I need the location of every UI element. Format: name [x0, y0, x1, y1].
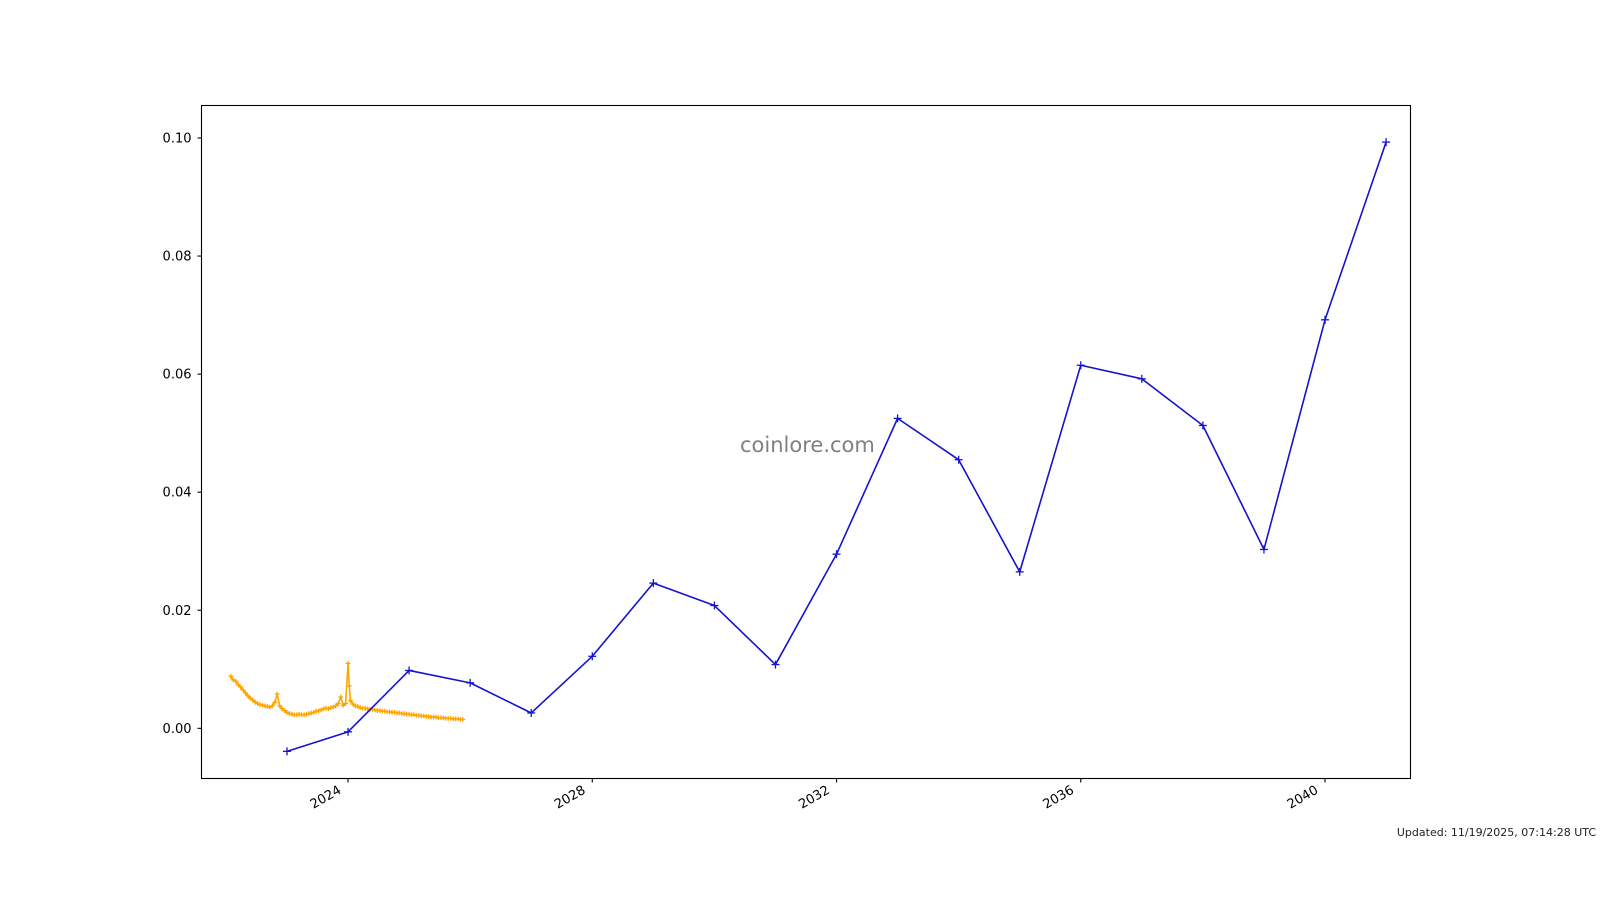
y-tick-label: 0.04 [163, 486, 192, 501]
data-point-marker [252, 699, 258, 705]
y-tick-label: 0.08 [163, 250, 192, 265]
data-point-marker [343, 701, 349, 706]
data-point-marker [326, 706, 331, 712]
data-point-marker [333, 703, 339, 709]
y-axis-ticks: 0.00 0.02 0.04 0.06 0.08 0.10 [163, 131, 202, 737]
data-point-marker [250, 697, 256, 703]
data-point-marker [230, 677, 236, 683]
data-point-marker [1137, 374, 1146, 383]
data-point-marker [318, 707, 324, 713]
data-point-marker [466, 678, 475, 687]
data-point-marker [405, 666, 414, 675]
data-point-marker [346, 683, 352, 689]
data-point-marker [245, 693, 251, 699]
data-point-marker [282, 708, 287, 714]
y-tick-label: 0.10 [163, 131, 192, 146]
watermark-label: coinlore.com [740, 433, 875, 457]
data-point-marker [350, 701, 356, 707]
data-point-marker [954, 455, 963, 464]
data-point-marker [893, 414, 902, 423]
data-point-marker [355, 704, 361, 709]
data-point-marker [588, 652, 597, 661]
data-point-marker [228, 673, 234, 679]
data-point-marker [269, 703, 275, 709]
data-point-marker [311, 709, 317, 715]
data-point-marker [1259, 545, 1268, 554]
data-point-marker [348, 698, 353, 703]
data-point-marker [1198, 421, 1207, 430]
data-point-marker [1015, 567, 1024, 576]
data-point-marker [832, 550, 841, 559]
data-point-marker [272, 699, 278, 705]
data-point-marker [238, 684, 243, 690]
data-point-marker [235, 682, 241, 688]
data-point-marker [345, 660, 351, 666]
data-point-marker [267, 704, 273, 710]
data-point-marker [335, 701, 341, 706]
data-point-marker [338, 694, 344, 700]
data-point-marker [771, 660, 780, 669]
data-point-marker [330, 704, 336, 710]
data-point-marker [247, 695, 253, 701]
data-point-marker [460, 717, 466, 722]
data-point-marker [284, 709, 290, 715]
data-point-marker [340, 702, 346, 708]
y-tick-label: 0.06 [163, 368, 192, 383]
series-layer [228, 138, 1391, 756]
data-point-marker [240, 687, 246, 693]
data-point-marker [527, 708, 536, 717]
data-point-marker [344, 727, 353, 736]
data-point-marker [233, 678, 239, 684]
data-point-marker [243, 690, 248, 696]
data-point-marker [279, 706, 285, 712]
data-point-marker [277, 703, 283, 709]
data-point-marker [1382, 138, 1391, 147]
data-point-marker [1076, 361, 1085, 370]
data-point-marker [255, 701, 261, 706]
plot-frame [200, 104, 1412, 780]
updated-timestamp: Updated: 11/19/2025, 07:14:28 UTC [1397, 826, 1596, 839]
data-point-marker [1321, 315, 1330, 324]
y-tick-label: 0.00 [163, 722, 192, 737]
data-point-marker [710, 601, 719, 610]
data-point-marker [282, 747, 291, 756]
y-tick-label: 0.02 [163, 604, 192, 619]
data-point-marker [649, 579, 658, 588]
data-point-marker [274, 691, 280, 697]
